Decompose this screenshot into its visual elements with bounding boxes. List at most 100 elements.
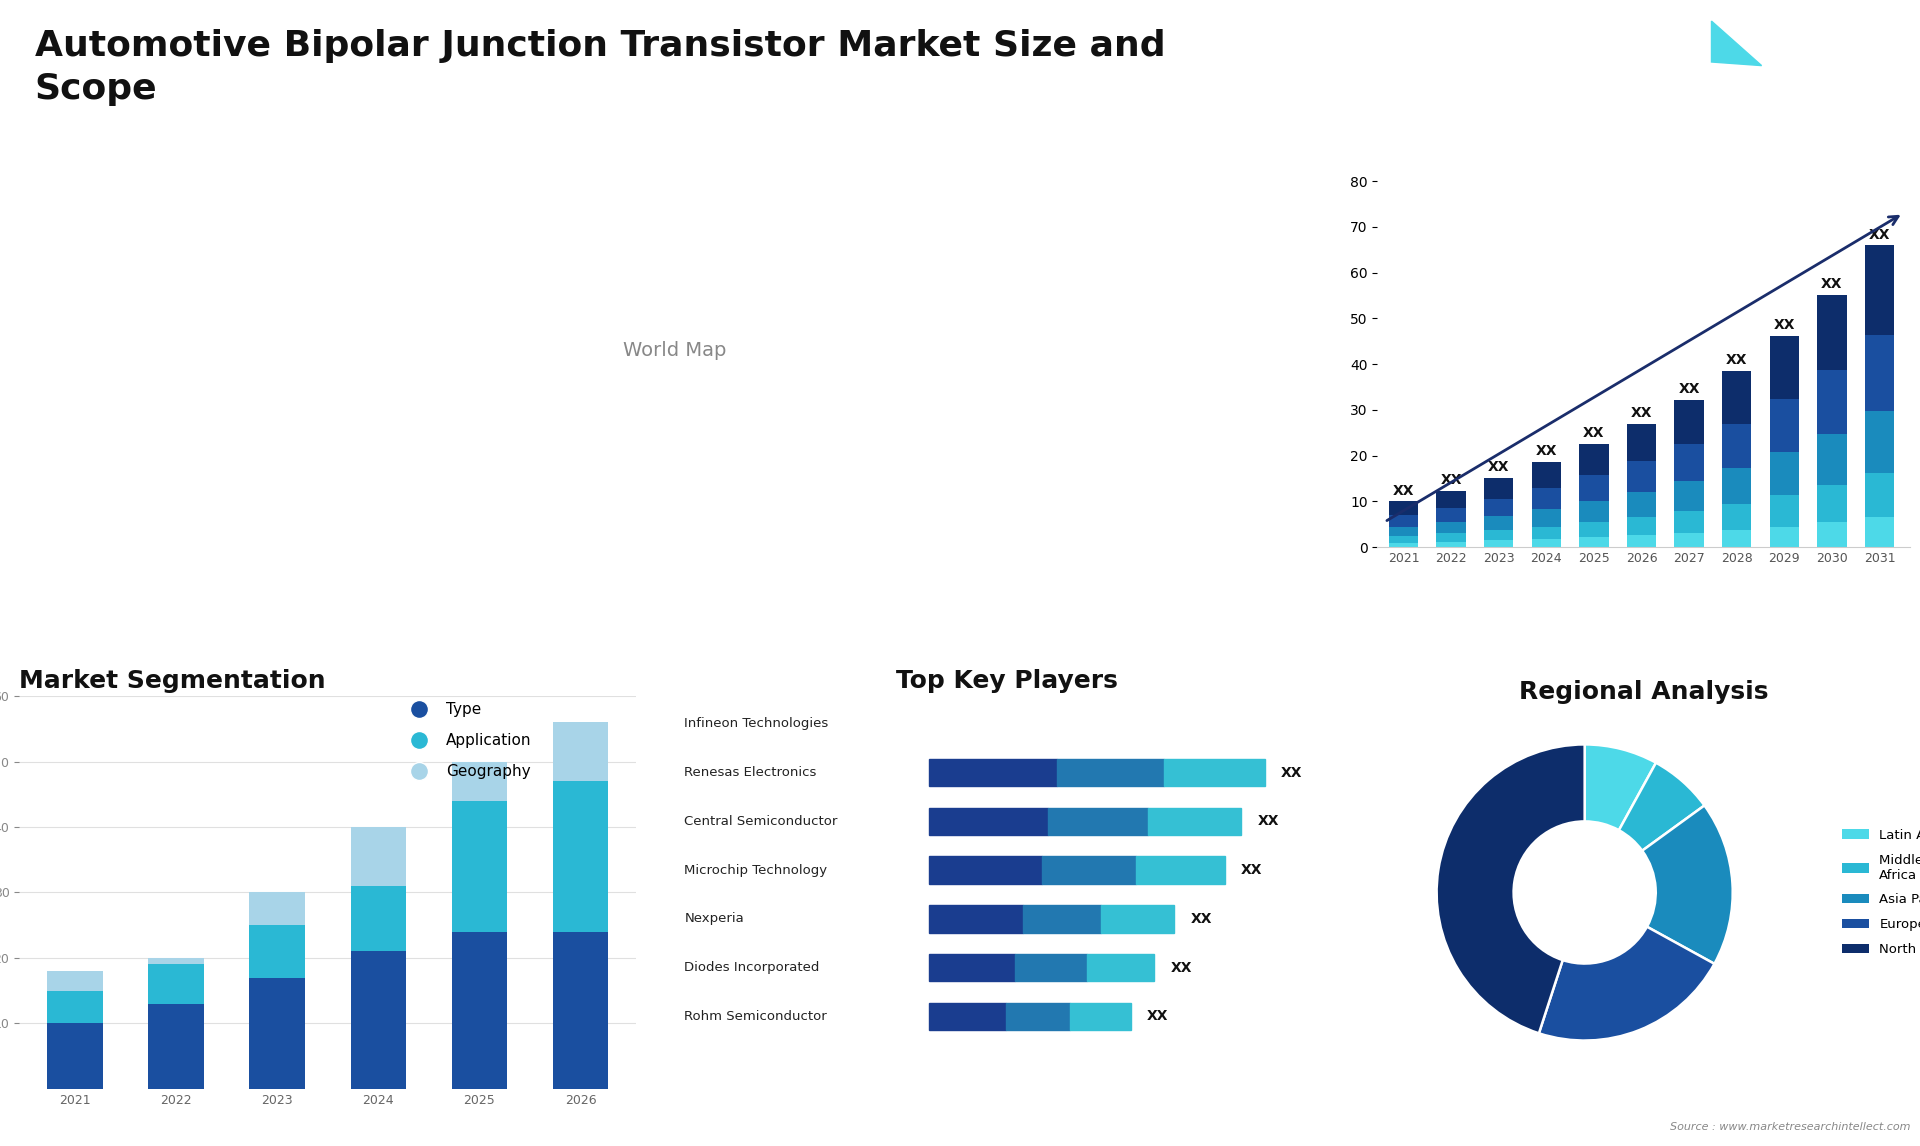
Bar (1674, 400, 1703, 445)
Wedge shape (1436, 745, 1584, 1034)
Text: Renesas Electronics: Renesas Electronics (684, 766, 816, 779)
Bar (451, 932, 507, 1089)
Text: XX: XX (1678, 383, 1699, 397)
Text: XX: XX (1726, 353, 1747, 367)
Text: Automotive Bipolar Junction Transistor Market Size and
Scope: Automotive Bipolar Junction Transistor M… (35, 29, 1165, 107)
Bar (1388, 526, 1419, 535)
Legend: Type, Application, Geography: Type, Application, Geography (397, 696, 538, 785)
Text: XX: XX (1440, 473, 1461, 487)
Bar (553, 722, 609, 782)
Text: Diodes Incorporated: Diodes Incorporated (684, 961, 820, 974)
Text: XX: XX (1281, 766, 1302, 779)
Bar (1864, 473, 1895, 517)
Bar (451, 801, 507, 932)
Bar (1578, 537, 1609, 547)
Bar (1048, 808, 1148, 835)
Bar (1100, 905, 1175, 933)
Bar (1770, 399, 1799, 452)
Bar (1626, 461, 1657, 493)
Text: MARKET: MARKET (1776, 40, 1818, 49)
Bar (1578, 501, 1609, 521)
Wedge shape (1619, 763, 1705, 850)
Bar (1722, 504, 1751, 531)
Text: XX: XX (1536, 445, 1557, 458)
Text: Central Semiconductor: Central Semiconductor (684, 815, 837, 827)
Polygon shape (1711, 21, 1763, 65)
Bar (148, 1004, 204, 1089)
Bar (1770, 452, 1799, 495)
Bar (1770, 495, 1799, 526)
Bar (351, 951, 407, 1089)
Bar (1532, 488, 1561, 509)
Bar (1023, 905, 1100, 933)
Text: World Map: World Map (622, 342, 726, 361)
Text: Market Segmentation: Market Segmentation (19, 669, 326, 693)
Bar (929, 953, 1016, 981)
Bar (1436, 508, 1465, 521)
Bar (1056, 759, 1164, 786)
Text: Microchip Technology: Microchip Technology (684, 864, 828, 877)
Bar (351, 827, 407, 886)
Bar (1484, 499, 1513, 516)
Bar (1578, 444, 1609, 474)
Bar (148, 965, 204, 1004)
Text: Rohm Semiconductor: Rohm Semiconductor (684, 1010, 828, 1023)
Bar (1722, 424, 1751, 468)
Bar (48, 971, 104, 990)
Bar (1722, 531, 1751, 547)
Bar (1532, 462, 1561, 488)
Bar (1864, 411, 1895, 473)
Bar (148, 958, 204, 965)
Bar (1674, 445, 1703, 481)
Bar (1164, 759, 1265, 786)
Bar (929, 759, 1056, 786)
Bar (1006, 1003, 1069, 1030)
Bar (1722, 468, 1751, 504)
Bar (1388, 542, 1419, 547)
Bar (48, 1023, 104, 1089)
Bar (1626, 517, 1657, 535)
Bar (250, 893, 305, 925)
Text: XX: XX (1630, 407, 1653, 421)
Bar (1626, 493, 1657, 517)
Text: XX: XX (1146, 1010, 1169, 1023)
Bar (1087, 953, 1154, 981)
Bar (1722, 370, 1751, 424)
Text: XX: XX (1488, 460, 1509, 474)
Bar (1148, 808, 1242, 835)
Wedge shape (1540, 927, 1715, 1041)
Bar (929, 1003, 1006, 1030)
Bar (1436, 521, 1465, 533)
Bar (1532, 509, 1561, 526)
Bar (1069, 1003, 1131, 1030)
Bar (1674, 533, 1703, 547)
Text: XX: XX (1190, 912, 1212, 926)
Text: XX: XX (1171, 960, 1192, 974)
Bar (1816, 370, 1847, 433)
Bar (1770, 336, 1799, 399)
Bar (1864, 245, 1895, 336)
Bar (1388, 502, 1419, 515)
Bar (929, 808, 1048, 835)
Bar (1578, 521, 1609, 537)
Bar (553, 782, 609, 932)
Bar (1016, 953, 1087, 981)
Text: Infineon Technologies: Infineon Technologies (684, 717, 829, 730)
Bar (1388, 535, 1419, 542)
Text: XX: XX (1258, 815, 1279, 829)
Polygon shape (1645, 21, 1711, 62)
Bar (1484, 516, 1513, 531)
Bar (929, 856, 1043, 884)
Bar (1436, 533, 1465, 542)
Bar (250, 925, 305, 978)
Text: XX: XX (1392, 484, 1415, 497)
Text: XX: XX (1774, 319, 1795, 332)
Text: Nexperia: Nexperia (684, 912, 745, 925)
Bar (250, 978, 305, 1089)
Bar (1388, 515, 1419, 526)
Bar (1816, 295, 1847, 370)
Bar (1816, 433, 1847, 486)
Wedge shape (1642, 806, 1732, 964)
Bar (1436, 542, 1465, 547)
Bar (1816, 486, 1847, 523)
